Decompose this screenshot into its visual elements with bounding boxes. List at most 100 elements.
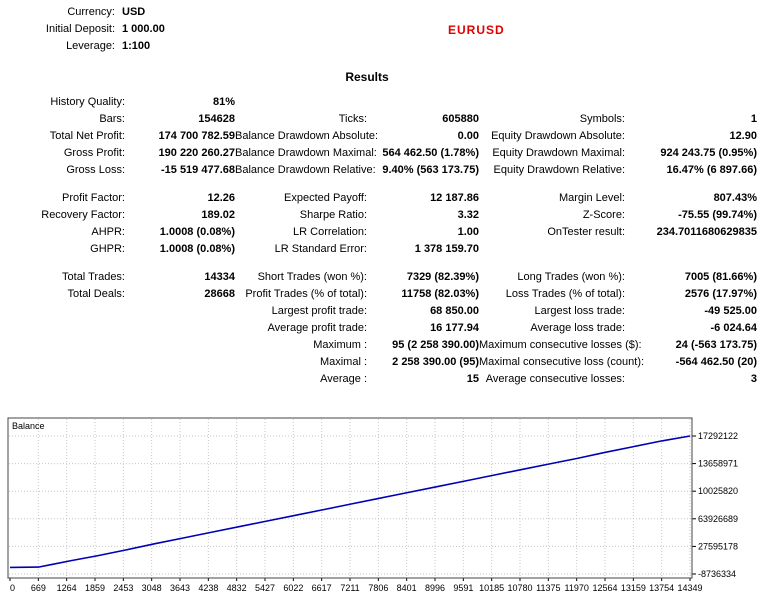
x-axis-label: 6022 bbox=[283, 583, 303, 593]
x-axis-label: 8401 bbox=[397, 583, 417, 593]
stat-label: Total Deals: bbox=[67, 288, 125, 300]
x-axis-label: 11970 bbox=[564, 583, 588, 593]
results-stats-grid: History Quality: 81% Bars: 154628 Ticks: 6058… bbox=[0, 94, 757, 388]
initial-deposit-row: Initial Deposit: 1 000.00 bbox=[0, 21, 165, 38]
stat-value: 924 243.75 (0.95%) bbox=[660, 147, 757, 159]
stat-value bbox=[625, 241, 757, 258]
x-axis-label: 5427 bbox=[255, 583, 275, 593]
x-axis-label: 1859 bbox=[85, 583, 105, 593]
stat-value: 11758 (82.03%) bbox=[401, 288, 479, 300]
leverage-label: Leverage: bbox=[66, 40, 115, 52]
stat-value: 0.00 bbox=[457, 130, 479, 142]
stat-value: 15 bbox=[466, 373, 479, 385]
currency-label: Currency: bbox=[67, 6, 115, 18]
stat-label: Long Trades (won %): bbox=[517, 271, 625, 283]
stat-value bbox=[125, 337, 235, 354]
currency-value: USD bbox=[122, 6, 146, 18]
stat-value: 1.00 bbox=[457, 226, 479, 238]
results-title: Results bbox=[345, 70, 389, 84]
stat-label: Maximal : bbox=[319, 356, 367, 368]
stat-label bbox=[0, 354, 125, 371]
symbol-name: EURUSD bbox=[448, 23, 505, 37]
y-axis-label: 10025820 bbox=[698, 486, 738, 496]
stat-label: Ticks: bbox=[338, 113, 367, 125]
stat-value: 1.0008 (0.08%) bbox=[159, 226, 235, 238]
stat-value bbox=[125, 303, 235, 320]
x-axis-label: 4238 bbox=[198, 583, 218, 593]
stat-label: Loss Trades (% of total): bbox=[505, 288, 625, 300]
stat-label: Z-Score: bbox=[582, 209, 625, 221]
stat-label: Short Trades (won %): bbox=[257, 271, 367, 283]
initial-deposit-value: 1 000.00 bbox=[122, 23, 165, 35]
stat-value bbox=[125, 320, 235, 337]
balance-line bbox=[9, 435, 691, 569]
stat-value: -6 024.64 bbox=[710, 322, 757, 334]
stat-value: 3.32 bbox=[457, 209, 479, 221]
balance-chart: 17292122 13658971 10025820 63926689 27595178… bbox=[0, 412, 766, 600]
stat-value bbox=[125, 354, 235, 371]
stat-value: 154628 bbox=[198, 113, 235, 125]
stat-value bbox=[367, 94, 479, 111]
stat-value: 174 700 782.59 bbox=[158, 130, 235, 142]
stat-label: Equity Drawdown Maximal: bbox=[492, 147, 625, 159]
stat-label: Balance Drawdown Absolute: bbox=[235, 130, 379, 142]
balance-chart-svg: 17292122 13658971 10025820 63926689 27595178… bbox=[7, 417, 738, 593]
stat-label: Largest loss trade: bbox=[534, 305, 626, 317]
x-axis-label: 0 bbox=[10, 583, 15, 593]
stat-value: 190 220 260.27 bbox=[158, 147, 235, 159]
stat-value: 189.02 bbox=[201, 209, 235, 221]
stat-label: Maximum consecutive losses ($): bbox=[479, 339, 642, 351]
stat-value: 12.26 bbox=[207, 192, 235, 204]
x-axis-label: 13754 bbox=[649, 583, 674, 593]
stat-label: AHPR: bbox=[91, 226, 125, 238]
stat-value: 16.47% (6 897.66) bbox=[666, 164, 757, 176]
stat-label: Balance Drawdown Maximal: bbox=[235, 147, 377, 159]
stat-value bbox=[625, 94, 757, 111]
stat-label: Average profit trade: bbox=[267, 322, 367, 334]
stat-label: Balance Drawdown Relative: bbox=[235, 164, 376, 176]
stat-label: GHPR: bbox=[90, 243, 125, 255]
stat-label: Equity Drawdown Absolute: bbox=[491, 130, 625, 142]
stats-block: History Quality: 81% Bars: 154628 Ticks: 6058… bbox=[0, 94, 757, 179]
stat-value: 95 (2 258 390.00) bbox=[392, 339, 479, 351]
x-axis-label: 3048 bbox=[142, 583, 162, 593]
stat-label: Total Net Profit: bbox=[49, 130, 125, 142]
y-axis-label: 17292122 bbox=[698, 431, 738, 441]
x-axis-label: 1264 bbox=[57, 583, 77, 593]
stat-value: -49 525.00 bbox=[704, 305, 757, 317]
account-info: Currency: USD Initial Deposit: 1 000.00 Le… bbox=[0, 4, 165, 55]
stat-value: 68 850.00 bbox=[430, 305, 479, 317]
stat-label bbox=[0, 303, 125, 320]
stat-value: 234.7011680629835 bbox=[656, 226, 757, 238]
stat-label: Average loss trade: bbox=[530, 322, 625, 334]
x-axis-label: 12564 bbox=[592, 583, 617, 593]
stat-value: -15 519 477.68 bbox=[160, 164, 235, 176]
stat-label bbox=[479, 94, 625, 111]
stat-value: 605880 bbox=[442, 113, 479, 125]
stat-label: Largest profit trade: bbox=[271, 305, 367, 317]
x-axis-label: 7806 bbox=[368, 583, 388, 593]
stat-label: Profit Factor: bbox=[62, 192, 125, 204]
x-axis-label: 10780 bbox=[507, 583, 532, 593]
stat-value: 1.0008 (0.08%) bbox=[159, 243, 235, 255]
stat-value: 564 462.50 (1.78%) bbox=[382, 147, 479, 159]
x-axis-label: 9591 bbox=[453, 583, 473, 593]
y-axis-label: -8736334 bbox=[698, 569, 736, 579]
stat-value: 12.90 bbox=[729, 130, 757, 142]
stat-label: Gross Profit: bbox=[63, 147, 125, 159]
stat-value: 807.43% bbox=[713, 192, 757, 204]
leverage-value: 1:100 bbox=[122, 40, 151, 52]
stat-value: 24 (-563 173.75) bbox=[675, 339, 757, 351]
stat-value: 9.40% (563 173.75) bbox=[382, 164, 479, 176]
x-axis-label: 6617 bbox=[312, 583, 332, 593]
stat-label: Expected Payoff: bbox=[284, 192, 367, 204]
chart-legend-balance: Balance bbox=[12, 421, 45, 431]
stat-value: 81% bbox=[212, 96, 235, 108]
stat-value: 3 bbox=[750, 373, 757, 385]
x-axis-label: 669 bbox=[31, 583, 46, 593]
y-axis-label: 27595178 bbox=[698, 541, 738, 551]
x-axis-label: 8996 bbox=[425, 583, 445, 593]
plot-border bbox=[7, 417, 693, 579]
stat-label: Symbols: bbox=[579, 113, 625, 125]
leverage-row: Leverage: 1:100 bbox=[0, 38, 165, 55]
